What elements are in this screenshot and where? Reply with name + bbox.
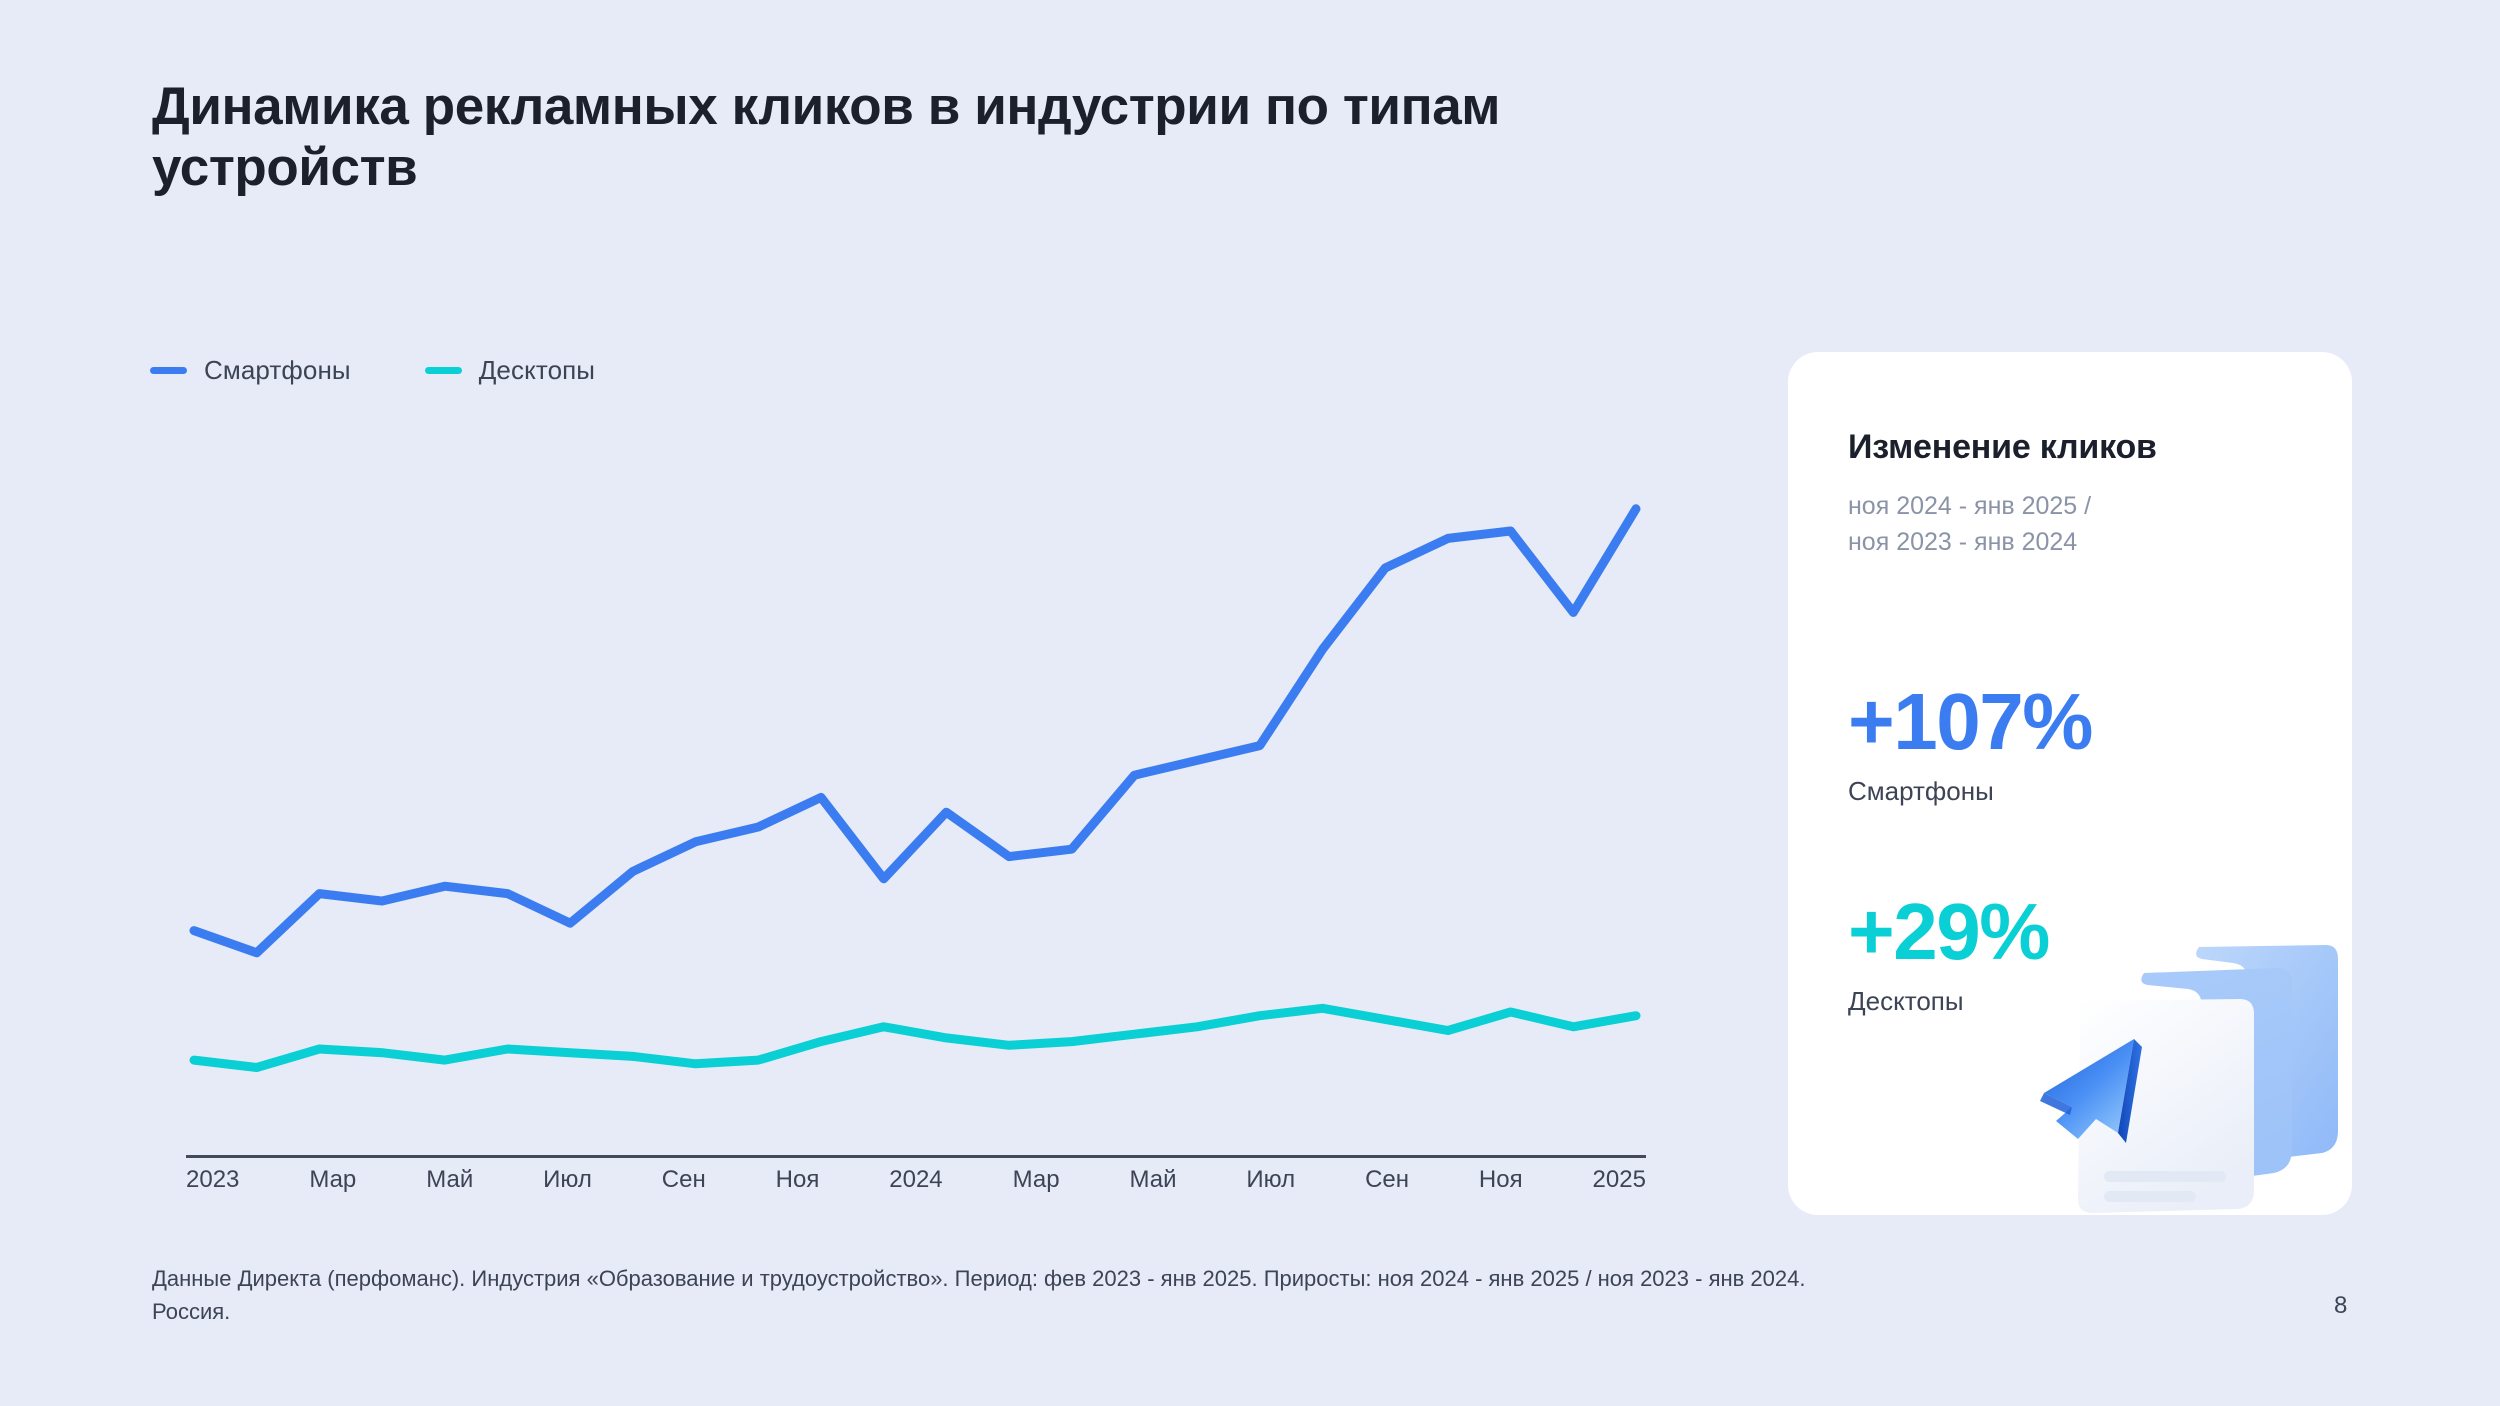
change-summary-card: Изменение кликов ноя 2024 - янв 2025 / н…: [1788, 352, 2352, 1215]
x-tick-11: Ноя: [1478, 1166, 1523, 1193]
chart-legend: Смартфоны Десктопы: [150, 355, 595, 386]
doc-line-1: [2104, 1171, 2226, 1182]
legend-swatch-smartphones: [150, 367, 187, 374]
page-number: 8: [2334, 1292, 2348, 1319]
cursor-arrow-face: [2044, 1039, 2134, 1139]
x-tick-6: 2024: [889, 1166, 943, 1193]
metric-value-desktops: +29%: [1848, 887, 2050, 976]
x-axis-line: [186, 1155, 1646, 1158]
line-chart-plot: [186, 420, 1646, 1160]
x-tick-0: 2023: [186, 1166, 240, 1193]
legend-label-desktops: Десктопы: [478, 355, 596, 385]
x-tick-7: Мар: [1012, 1166, 1060, 1193]
card-subtitle-period: ноя 2024 - янв 2025 / ноя 2023 - янв 202…: [1848, 492, 2092, 556]
x-tick-8: Май: [1129, 1166, 1177, 1193]
metric-desktops: +29% Десктопы: [1848, 887, 2050, 1017]
card-title: Изменение кликов: [1848, 428, 2157, 466]
cursor-documents-illustration: [2040, 945, 2338, 1213]
x-tick-3: Июл: [543, 1166, 592, 1193]
x-tick-9: Июл: [1246, 1166, 1296, 1193]
x-tick-4: Сен: [661, 1166, 706, 1193]
page-title: Динамика рекламных кликов в индустрии по…: [152, 77, 1501, 198]
x-tick-1: Мар: [309, 1166, 357, 1193]
legend-item-smartphones[interactable]: Смартфоны: [150, 355, 351, 386]
x-tick-10: Сен: [1365, 1166, 1409, 1193]
series-line-desktops: [189, 1003, 1641, 1072]
legend-item-desktops[interactable]: Десктопы: [424, 355, 596, 386]
series-line-smartphones: [189, 504, 1641, 958]
cursor-arrow-side: [2118, 1039, 2142, 1143]
footnote-source: Данные Директа (перфоманс). Индустрия «О…: [152, 1266, 1806, 1324]
x-tick-5: Ноя: [775, 1166, 820, 1193]
x-tick-12: 2025: [1592, 1166, 1646, 1193]
x-tick-2: Май: [426, 1166, 474, 1193]
cursor-arrow-shadow: [2040, 1093, 2072, 1115]
metric-label-desktops: Десктопы: [1848, 986, 1964, 1016]
doc-line-2: [2104, 1191, 2196, 1202]
legend-swatch-desktops: [424, 367, 462, 374]
chart-svg: [189, 504, 1641, 1072]
metric-smartphones: +107% Смартфоны: [1848, 677, 2093, 807]
x-axis-tick-labels: 2023 Мар Май Июл Сен Ноя 2024 Мар Май Июл Сен Ноя 20…: [186, 1166, 1646, 1194]
card-header-block: Изменение кликов ноя 2024 - янв 2025 / н…: [1848, 428, 2312, 560]
legend-label-smartphones: Смартфоны: [204, 355, 351, 385]
metric-label-smartphones: Смартфоны: [1848, 776, 1994, 806]
metric-value-smartphones: +107%: [1848, 677, 2093, 766]
